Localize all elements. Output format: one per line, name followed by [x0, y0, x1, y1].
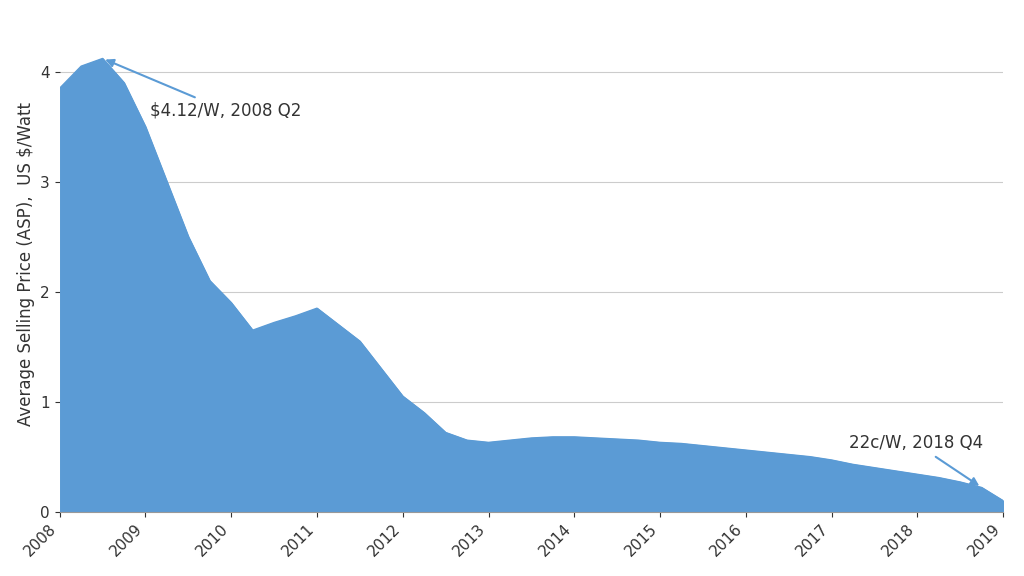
Text: $4.12/W, 2008 Q2: $4.12/W, 2008 Q2: [108, 60, 301, 119]
Text: 22c/W, 2018 Q4: 22c/W, 2018 Q4: [849, 434, 983, 484]
Y-axis label: Average Selling Price (ASP),  US $/Watt: Average Selling Price (ASP), US $/Watt: [16, 102, 35, 426]
